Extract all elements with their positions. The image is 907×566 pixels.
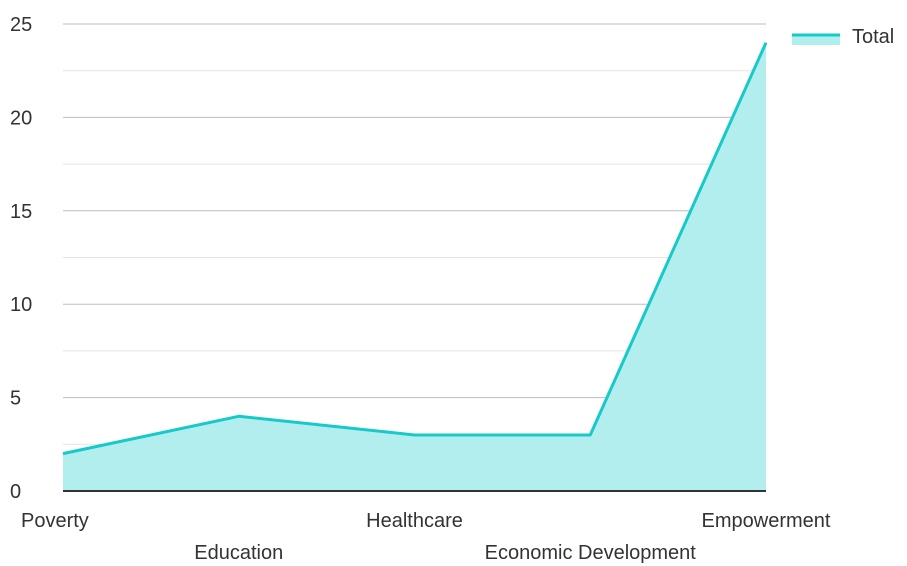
y-axis-ticks: 0 5 10 15 20 25 (10, 14, 32, 503)
x-axis-labels: Poverty Education Healthcare Economic Devel… (21, 510, 831, 564)
x-category-label: Poverty (21, 510, 89, 532)
x-category-label: Education (194, 542, 283, 564)
y-tick-label: 0 (10, 481, 21, 503)
legend-swatch (792, 35, 840, 45)
x-category-label: Empowerment (702, 510, 831, 532)
y-tick-label: 5 (10, 388, 21, 410)
y-tick-label: 25 (10, 14, 32, 36)
y-tick-label: 15 (10, 201, 32, 223)
y-tick-label: 20 (10, 107, 32, 129)
y-tick-label: 10 (10, 294, 32, 316)
x-category-label: Economic Development (485, 542, 697, 564)
series-area-total (63, 42, 766, 492)
series-line-total (62, 42, 768, 456)
x-category-label: Healthcare (366, 510, 463, 532)
gridlines (63, 23, 766, 445)
legend-label-total: Total (852, 26, 894, 48)
legend: Total (792, 26, 894, 48)
